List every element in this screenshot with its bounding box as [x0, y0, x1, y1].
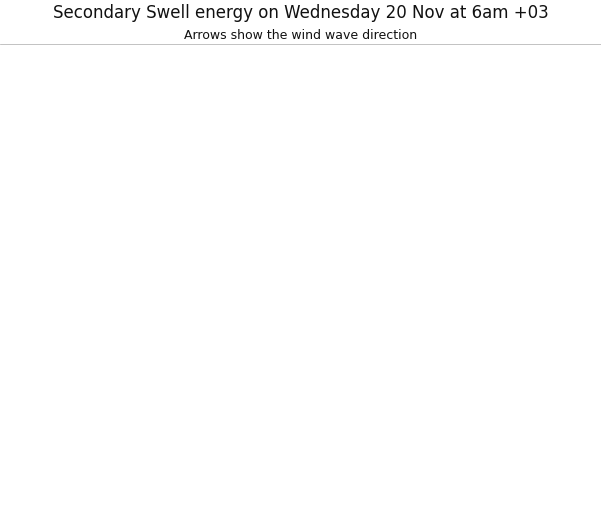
Text: Arrows show the wind wave direction: Arrows show the wind wave direction — [184, 29, 417, 41]
Text: cartopy required: cartopy required — [243, 271, 358, 285]
Text: Secondary Swell energy on Wednesday 20 Nov at 6am +03: Secondary Swell energy on Wednesday 20 N… — [53, 4, 548, 21]
